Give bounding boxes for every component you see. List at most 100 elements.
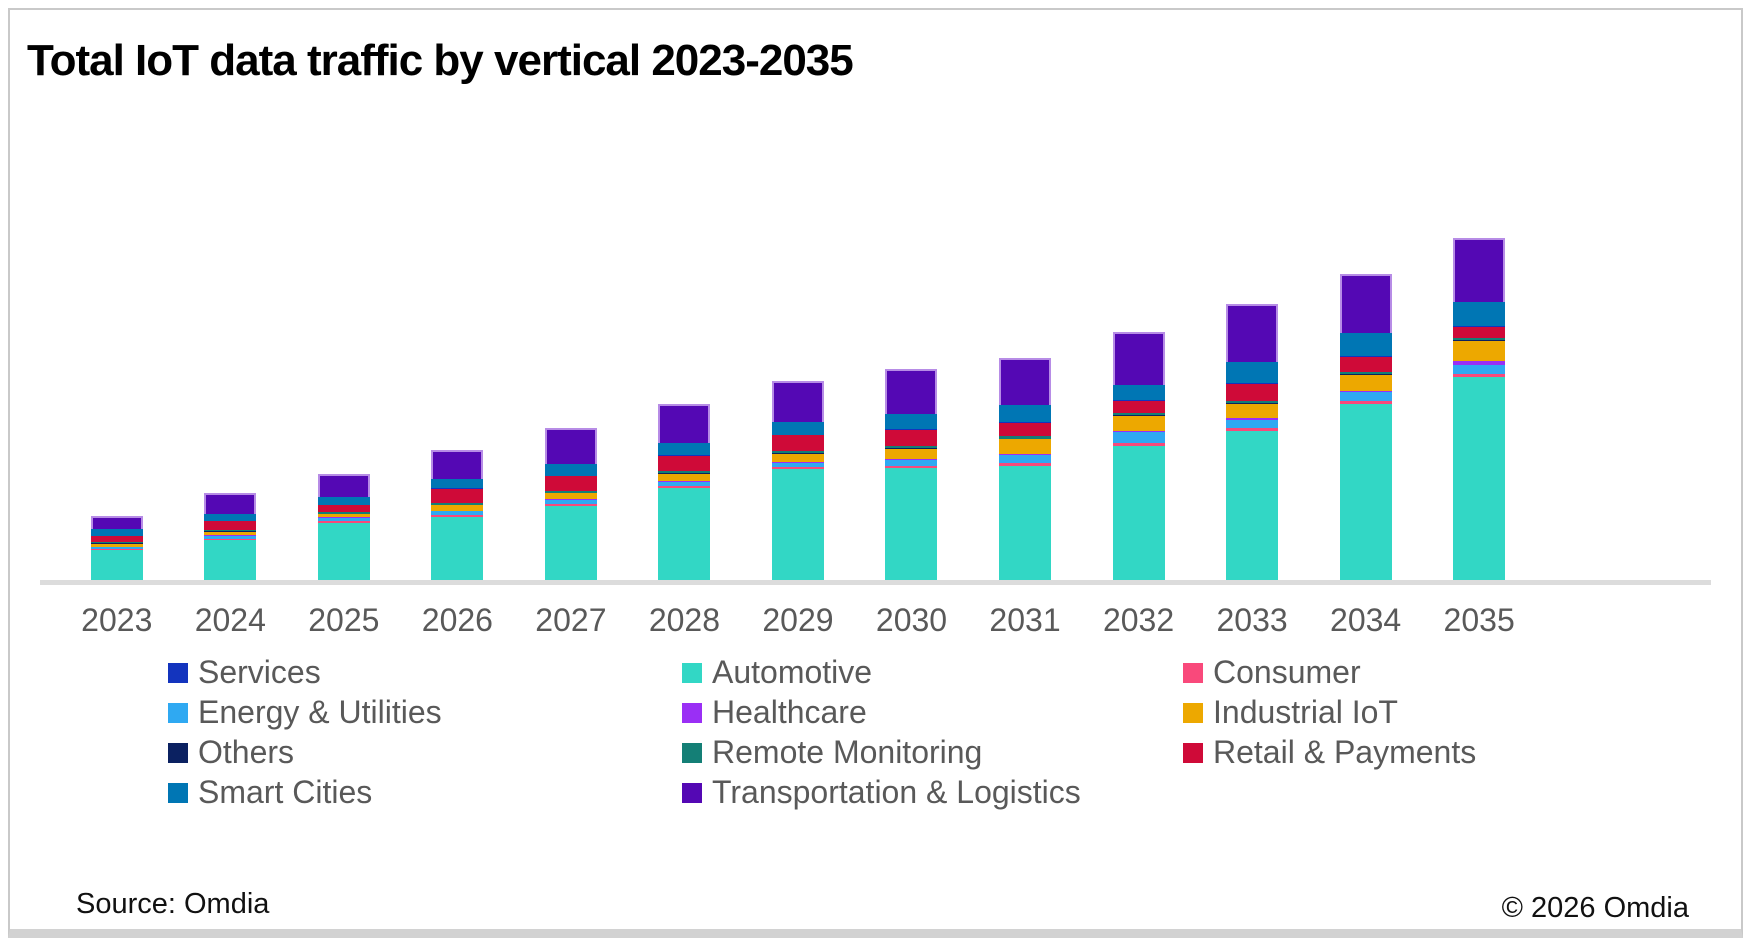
smart-cities-segment [999,405,1052,422]
automotive-segment [317,522,370,580]
energy-utilities-segment [1112,431,1165,443]
energy-utilities-segment [885,459,938,466]
energy-utilities-segment [317,517,370,521]
transportation-logistics-segment [1112,331,1165,386]
others-segment [431,504,484,506]
automotive-segment [771,469,824,580]
others-segment [1453,340,1506,342]
energy-utilities-segment [1339,392,1392,402]
retail-payments-segment [317,504,370,512]
remote-monitoring-segment [90,542,143,544]
transportation-logistics-segment [999,357,1052,406]
others-segment [1226,402,1279,404]
retail-payments-segment [999,422,1052,437]
services-segment [771,434,824,436]
legend-item-others: Others [168,734,682,770]
year-label-2028: 2028 [648,602,721,638]
industrial-iot-segment [431,505,484,511]
year-label-2031: 2031 [989,602,1061,638]
consumer-segment [1112,442,1165,446]
industrial-iot-segment [771,453,824,462]
legend-swatch-icon [168,662,188,683]
energy-utilities-segment [1226,419,1279,429]
retail-payments-segment [1339,356,1392,373]
energy-utilities-segment [658,482,711,486]
legend-swatch-icon [682,742,702,763]
others-segment [658,473,711,474]
bar-2033 [1226,304,1279,580]
legend-swatch-icon [682,702,702,723]
bar-column-2032 [1082,160,1196,580]
consumer-segment [771,467,824,470]
consumer-segment [544,504,597,506]
energy-utilities-segment [90,547,143,549]
bar-column-2025 [287,160,401,580]
bar-2025 [317,474,370,580]
automotive-segment [658,488,711,580]
bar-column-2029 [741,160,855,580]
transportation-logistics-segment [1226,304,1279,362]
services-segment [885,428,938,430]
legend-label: Healthcare [712,694,867,730]
healthcare-segment [544,499,597,500]
others-segment [544,492,597,494]
consumer-segment [90,548,143,550]
retail-payments-segment [658,455,711,472]
legend-item-smart-cities: Smart Cities [168,774,682,810]
automotive-segment [1453,377,1506,580]
legend-item-transportation-logistics: Transportation & Logistics [682,774,1183,810]
year-label-2030: 2030 [875,602,948,638]
healthcare-segment [999,453,1052,455]
legend-swatch-icon [1183,702,1203,723]
smart-cities-segment [90,529,143,536]
year-label-2029: 2029 [762,602,834,638]
energy-utilities-segment [544,500,597,504]
smart-cities-segment [317,496,370,505]
bar-column-2033 [1195,160,1309,580]
smart-cities-segment [885,414,938,429]
bar-2031 [999,357,1052,580]
industrial-iot-segment [1339,375,1392,391]
consumer-segment [204,538,257,540]
remote-monitoring-segment [431,502,484,505]
smart-cities-segment [204,513,257,522]
transportation-logistics-segment [1453,238,1506,302]
consumer-segment [658,486,711,488]
remote-monitoring-segment [544,490,597,493]
industrial-iot-segment [658,473,711,482]
smart-cities-segment [431,479,484,489]
remote-monitoring-segment [1112,412,1165,416]
services-segment [544,475,597,477]
bar-2034 [1339,273,1392,580]
remote-monitoring-segment [1453,337,1506,341]
year-label-2027: 2027 [535,602,607,638]
energy-utilities-segment [431,511,484,515]
automotive-segment [1112,445,1165,580]
healthcare-segment [658,481,711,482]
bar-column-2035 [1422,160,1536,580]
bar-column-2030 [855,160,969,580]
consumer-segment [317,520,370,523]
remote-monitoring-segment [999,436,1052,439]
bar-2026 [431,450,484,580]
others-segment [1339,374,1392,376]
others-segment [771,453,824,454]
transportation-logistics-segment [317,474,370,497]
remote-monitoring-segment [204,529,257,532]
others-segment [999,438,1052,440]
industrial-iot-segment [1112,415,1165,431]
services-segment [431,488,484,489]
legend-item-retail-payments: Retail & Payments [1183,734,1568,770]
year-label-2023: 2023 [81,602,153,638]
smart-cities-segment [658,443,711,456]
healthcare-segment [885,458,938,460]
consumer-segment [885,465,938,468]
healthcare-segment [1339,390,1392,393]
retail-payments-segment [544,476,597,491]
bar-2028 [658,404,711,580]
others-segment [1112,415,1165,416]
retail-payments-segment [90,536,143,543]
transportation-logistics-segment [1339,273,1392,333]
retail-payments-segment [204,521,257,530]
healthcare-segment [1453,361,1506,365]
